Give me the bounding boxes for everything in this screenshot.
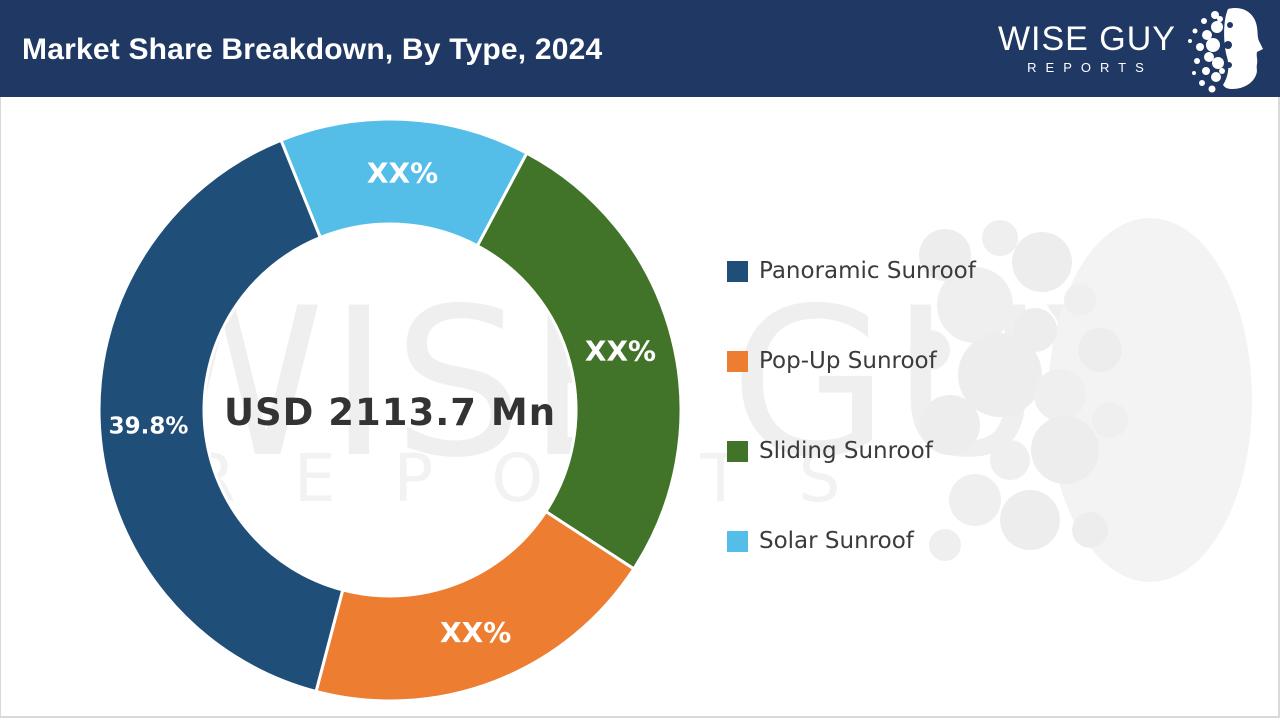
donut-chart: USD 2113.7 Mn 39.8% XX% XX% XX%	[97, 117, 683, 703]
left-border-line	[0, 97, 1, 718]
logo-tagline: REPORTS	[1027, 60, 1153, 75]
chart-legend: Panoramic Sunroof Pop-Up Sunroof Sliding S…	[727, 256, 976, 616]
wise-guy-reports-logo: WISE GUY REPORTS	[998, 0, 1266, 97]
segment-value-label-panoramic-sunroof: 39.8%	[109, 413, 189, 439]
watermark-head-dots	[910, 218, 1252, 582]
right-border-line	[1278, 97, 1280, 718]
donut-segment-panoramic-sunroof[interactable]	[97, 138, 345, 694]
legend-label: Panoramic Sunroof	[759, 258, 976, 284]
page-title: Market Share Breakdown, By Type, 2024	[22, 33, 603, 66]
segment-value-label-solar-sunroof: XX%	[367, 156, 438, 189]
logo-name: WISE GUY	[997, 20, 1176, 58]
legend-item-solar-sunroof[interactable]: Solar Sunroof	[727, 526, 976, 556]
donut-segment-pop-up-sunroof[interactable]	[314, 509, 636, 703]
legend-item-panoramic-sunroof[interactable]: Panoramic Sunroof	[727, 256, 976, 286]
donut-segment-sliding-sunroof[interactable]	[475, 151, 683, 571]
segment-value-label-pop-up-sunroof: XX%	[440, 616, 511, 649]
legend-label: Solar Sunroof	[759, 528, 914, 554]
chart-center-value: USD 2113.7 Mn	[224, 391, 556, 434]
header-bar: Market Share Breakdown, By Type, 2024	[0, 0, 1280, 97]
legend-swatch	[727, 350, 748, 372]
logo-head-icon	[1188, 7, 1263, 92]
legend-item-sliding-sunroof[interactable]: Sliding Sunroof	[727, 436, 976, 466]
legend-swatch	[727, 530, 748, 552]
legend-item-pop-up-sunroof[interactable]: Pop-Up Sunroof	[727, 346, 976, 376]
legend-swatch	[727, 440, 748, 462]
legend-swatch	[727, 260, 748, 282]
segment-value-label-sliding-sunroof: XX%	[585, 335, 656, 368]
bottom-border-line	[0, 716, 1280, 718]
logo-text: WISE GUY REPORTS	[998, 22, 1176, 75]
legend-label: Pop-Up Sunroof	[759, 348, 937, 374]
legend-label: Sliding Sunroof	[759, 438, 933, 464]
